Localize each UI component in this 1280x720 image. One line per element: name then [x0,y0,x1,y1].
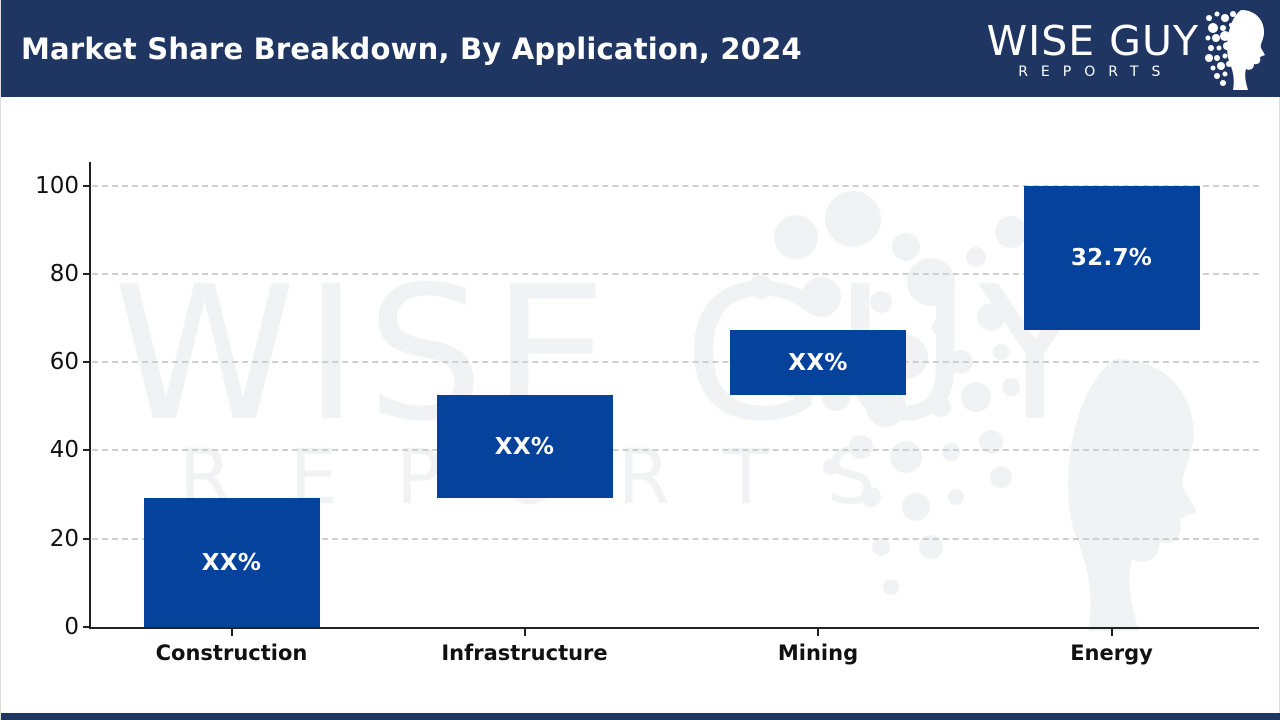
plot-area: 0 20 40 60 80 100 XX% Construction XX% Infrastruc… [1,97,1280,713]
x-axis-line [89,627,1259,629]
bar-mining: XX% [730,329,906,396]
bar-value-label: 32.7% [1070,244,1153,271]
y-tick-label: 40 [49,437,79,464]
bar-construction: XX% [143,498,320,627]
footer-band [1,713,1280,720]
bar-infrastructure: XX% [436,395,613,499]
bar-energy: 32.7% [1023,185,1200,330]
y-tick-label: 100 [35,172,79,199]
header-band: Market Share Breakdown, By Application, … [1,0,1280,97]
gridline [92,184,1259,187]
bar-value-label: XX% [201,549,262,576]
x-tick-label: Energy [1070,641,1153,665]
x-tick-label: Mining [777,641,859,665]
y-axis-tick [83,537,91,540]
y-axis-tick [83,272,91,275]
y-tick-label: 0 [64,614,79,640]
page-title: Market Share Breakdown, By Application, … [21,31,802,66]
gridline [92,361,1259,364]
logo-wordmark-line2: REPORTS [1018,64,1174,81]
y-axis-tick [83,184,91,187]
y-axis-tick [83,449,91,452]
gridline [92,272,1259,275]
x-tick-label: Construction [155,641,308,665]
wiseguy-logo: WISE GUY REPORTS [987,8,1267,92]
logo-wordmark: WISE GUY REPORTS [986,16,1199,81]
y-tick-label: 20 [49,525,79,552]
x-axis-tick [817,629,819,636]
y-axis-tick [83,361,91,364]
logo-wordmark-line1: WISE GUY [986,16,1199,65]
x-axis-tick [1110,629,1113,636]
bar-value-label: XX% [494,433,555,460]
gridline [92,537,1259,540]
y-tick-label: 60 [49,349,79,376]
x-tick-label: Infrastructure [441,641,608,665]
y-axis-line [89,162,91,629]
x-axis-tick [523,629,526,636]
y-axis-tick [83,626,91,628]
gridline [92,449,1259,452]
bar-value-label: XX% [788,349,848,376]
y-tick-label: 80 [49,260,79,287]
wiseguy-face-icon [1205,10,1265,90]
x-axis-tick [230,629,233,636]
